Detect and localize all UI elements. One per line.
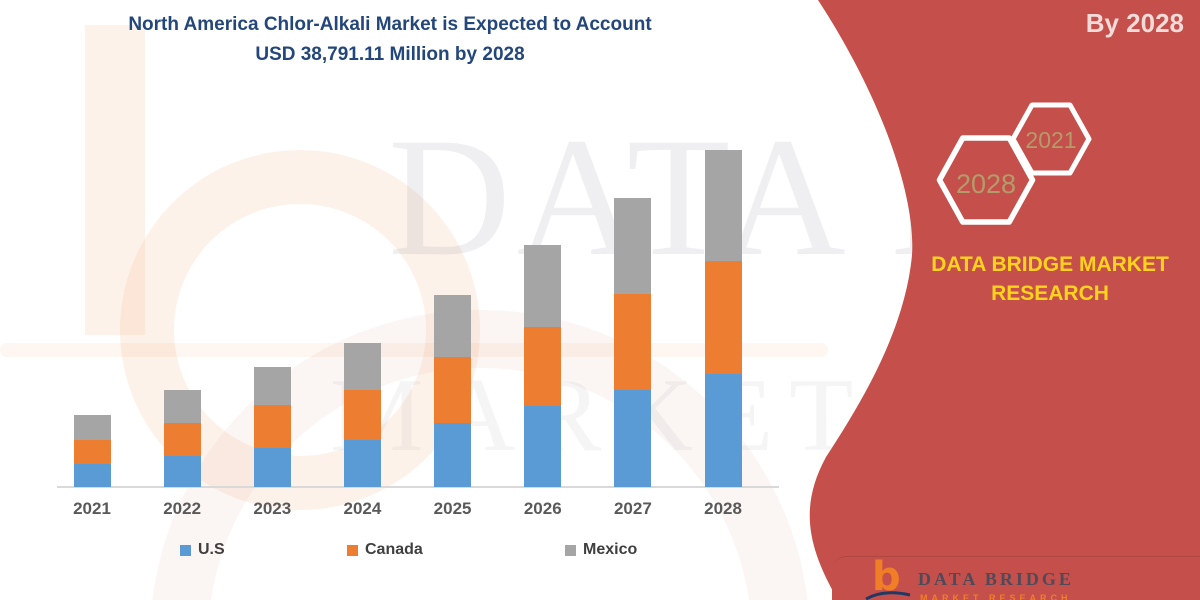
bar-segment-us-2025 <box>434 422 472 487</box>
x-axis-label-2026: 2026 <box>523 499 562 518</box>
brand-text: DATA BRIDGE MARKET RESEARCH <box>930 250 1170 308</box>
bar-segment-canada-2026 <box>524 326 562 407</box>
bar-segment-us-2021 <box>73 463 111 487</box>
x-axis-label-2024: 2024 <box>343 499 382 518</box>
x-axis-label-2028: 2028 <box>704 499 742 518</box>
bar-segment-us-2024 <box>343 440 381 487</box>
logo-swoosh-icon <box>865 591 911 600</box>
bar-segment-mexico-2023 <box>253 366 291 406</box>
bar-segment-mexico-2025 <box>434 294 472 358</box>
hexagon-2021-outline <box>1010 102 1092 176</box>
bar-segment-mexico-2022 <box>163 390 201 424</box>
brand-text-line1: DATA BRIDGE MARKET <box>931 253 1169 276</box>
hexagon-2028-outline <box>936 135 1036 225</box>
chart-title-line2: USD 38,791.11 Million by 2028 <box>255 44 525 65</box>
chart-title-line1: North America Chlor-Alkali Market is Exp… <box>128 14 652 35</box>
legend-label: Canada <box>365 541 423 558</box>
legend-item-mexico: Mexico <box>565 541 637 559</box>
bar-segment-mexico-2021 <box>73 414 111 440</box>
bar-segment-us-2022 <box>163 455 201 487</box>
by-year-label: By 2028 <box>1085 8 1184 38</box>
bar-segment-mexico-2028 <box>704 150 742 262</box>
x-axis-line <box>57 486 779 488</box>
bar-segment-mexico-2024 <box>343 342 381 391</box>
hexagon-2021-label: 2021 <box>1025 127 1076 153</box>
legend-item-us: U.S <box>180 541 225 559</box>
bar-segment-canada-2024 <box>343 390 381 441</box>
x-axis-label-2025: 2025 <box>433 499 472 518</box>
x-axis-label-2027: 2027 <box>613 499 652 518</box>
legend-label: U.S <box>198 541 225 558</box>
x-axis-label-2022: 2022 <box>163 499 202 518</box>
red-panel-shape <box>809 0 1200 600</box>
legend-item-canada: Canada <box>347 541 423 559</box>
bar-segment-canada-2021 <box>73 439 111 464</box>
legend-swatch-icon <box>180 544 191 556</box>
x-axis-label-2023: 2023 <box>253 499 292 518</box>
bar-segment-us-2027 <box>614 390 652 487</box>
bar-segment-canada-2023 <box>253 405 291 448</box>
bar-segment-mexico-2027 <box>614 197 652 294</box>
bar-segment-us-2026 <box>524 406 562 487</box>
bar-segment-canada-2025 <box>434 357 472 423</box>
bar-segment-us-2028 <box>704 373 742 487</box>
legend-label: Mexico <box>583 541 638 558</box>
footer-logo-card: b DATA BRIDGE MARKET RESEARCH <box>832 556 1200 600</box>
footer-brand-subtitle: MARKET RESEARCH <box>920 593 1072 600</box>
legend-swatch-icon <box>565 544 576 556</box>
x-axis-label-2021: 2021 <box>73 499 111 518</box>
bar-segment-canada-2028 <box>704 261 742 374</box>
bar-segment-canada-2022 <box>163 423 201 456</box>
hexagon-2028-label: 2028 <box>956 169 1016 199</box>
brand-text-line2: RESEARCH <box>991 282 1109 305</box>
footer-brand-name: DATA BRIDGE <box>918 569 1074 589</box>
bar-segment-us-2023 <box>253 447 291 487</box>
legend-swatch-icon <box>347 544 358 556</box>
bar-segment-canada-2027 <box>614 293 652 391</box>
bar-segment-mexico-2026 <box>524 245 562 327</box>
chart-title: North America Chlor-Alkali Market is Exp… <box>0 10 780 70</box>
